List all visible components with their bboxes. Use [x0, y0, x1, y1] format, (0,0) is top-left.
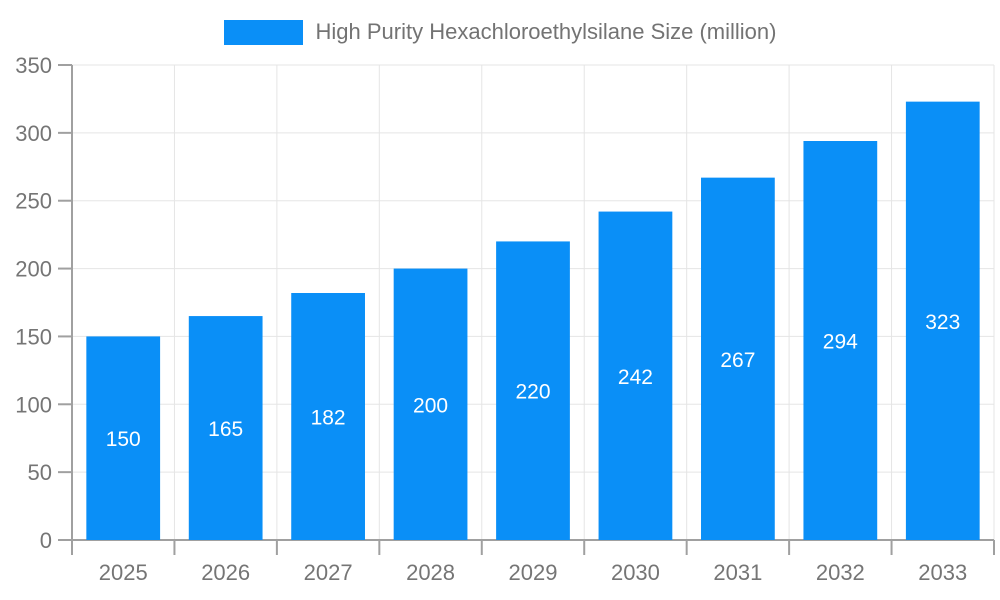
bar-value-label: 165: [208, 418, 243, 441]
bar-2028[interactable]: [393, 268, 468, 540]
bar-value-label: 294: [823, 331, 858, 354]
y-tick-label: 50: [28, 460, 52, 485]
x-category-label: 2030: [611, 560, 660, 585]
bar-2032[interactable]: [803, 141, 878, 540]
bar-2027[interactable]: [291, 293, 365, 540]
y-tick-label: 100: [15, 392, 52, 417]
bar-2030[interactable]: [598, 211, 673, 541]
bar-2025[interactable]: [86, 336, 161, 540]
y-tick-label: 0: [40, 528, 52, 553]
y-tick-label: 250: [15, 189, 52, 214]
legend-swatch-icon: [223, 19, 303, 45]
bar-value-label: 182: [311, 407, 346, 430]
bar-2033[interactable]: [905, 101, 980, 541]
x-category-label: 2028: [406, 560, 455, 585]
x-category-label: 2025: [99, 560, 148, 585]
legend-label: High Purity Hexachloroethylsilane Size (…: [315, 19, 777, 44]
bar-2029[interactable]: [496, 241, 570, 540]
bar-2026[interactable]: [188, 316, 263, 540]
x-category-label: 2033: [918, 560, 967, 585]
y-tick-label: 350: [15, 53, 52, 78]
bar-value-label: 220: [515, 381, 550, 404]
x-category-label: 2029: [509, 560, 558, 585]
bar-2031[interactable]: [701, 177, 775, 540]
bar-value-label: 242: [618, 366, 653, 389]
x-category-label: 2027: [304, 560, 353, 585]
legend[interactable]: High Purity Hexachloroethylsilane Size (…: [0, 18, 1000, 46]
y-tick-label: 200: [15, 257, 52, 282]
bar-value-label: 200: [413, 394, 448, 417]
bar-value-label: 150: [106, 428, 141, 451]
x-category-label: 2031: [713, 560, 762, 585]
y-tick-label: 300: [15, 121, 52, 146]
x-category-label: 2026: [201, 560, 250, 585]
y-tick-label: 150: [15, 324, 52, 349]
x-category-label: 2032: [816, 560, 865, 585]
bar-value-label: 323: [925, 311, 960, 334]
bar-value-label: 267: [720, 349, 755, 372]
